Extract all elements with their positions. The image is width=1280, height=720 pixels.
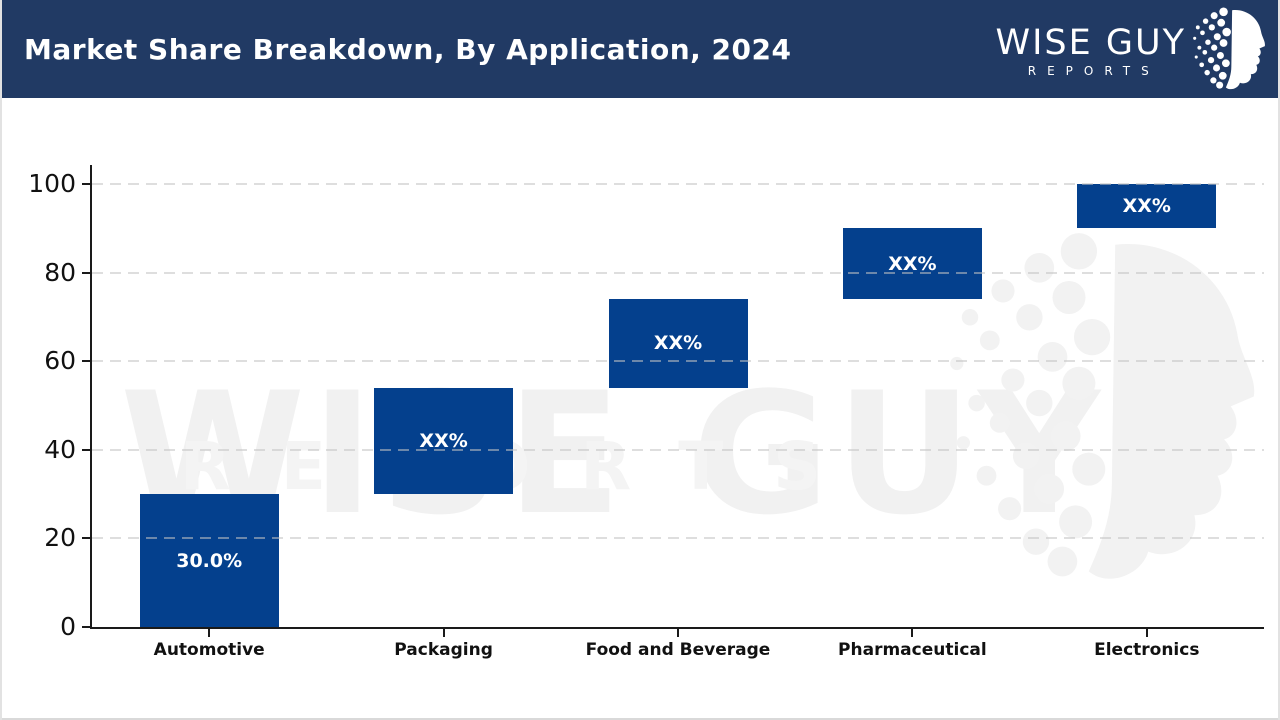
logo-subtext: REPORTS bbox=[1027, 63, 1160, 78]
header-bar: Market Share Breakdown, By Application, … bbox=[2, 0, 1278, 98]
watermark-wordmark: WISE GUY bbox=[120, 356, 1107, 552]
x-tick-mark-packaging bbox=[442, 629, 445, 637]
bar-value-label-automotive: 30.0% bbox=[176, 549, 243, 572]
x-tick-mark-pharmaceutical bbox=[911, 629, 914, 637]
page-bottom-border bbox=[2, 718, 1278, 720]
wiseguy-logo: WISE GUY REPORTS bbox=[995, 6, 1268, 94]
bar-value-label-electronics: XX% bbox=[1122, 195, 1171, 218]
gridline-100 bbox=[92, 183, 1264, 185]
bar-food-and-beverage: XX% bbox=[608, 299, 748, 388]
y-tick-label-20: 20 bbox=[44, 523, 76, 553]
y-tick-label-0: 0 bbox=[60, 612, 76, 641]
bar-value-label-packaging: XX% bbox=[419, 429, 468, 452]
y-tick-label-100: 100 bbox=[28, 169, 76, 198]
gridline-80 bbox=[92, 271, 1264, 274]
wiseguy-head-watermark-icon bbox=[950, 233, 1255, 579]
bar-packaging: XX% bbox=[374, 387, 514, 495]
logo-wordmark: WISE GUY bbox=[995, 22, 1186, 63]
bar-pharmaceutical: XX% bbox=[842, 228, 982, 300]
x-tick-mark-food-and-beverage bbox=[677, 629, 679, 637]
y-tick-label-80: 80 bbox=[44, 257, 76, 287]
y-tick-mark-100 bbox=[82, 183, 92, 185]
x-tick-label-food-and-beverage: Food and Beverage bbox=[585, 640, 771, 660]
y-tick-mark-20 bbox=[82, 537, 92, 540]
bar-value-label-pharmaceutical: XX% bbox=[888, 252, 937, 275]
x-axis-line bbox=[90, 627, 1264, 629]
x-tick-mark-electronics bbox=[1145, 629, 1148, 637]
logo-text: WISE GUY REPORTS bbox=[995, 23, 1186, 78]
y-tick-label-60: 60 bbox=[44, 346, 76, 376]
y-tick-label-40: 40 bbox=[44, 434, 76, 464]
gridline-60 bbox=[92, 360, 1264, 363]
x-tick-label-automotive: Automotive bbox=[153, 640, 265, 660]
gridline-20 bbox=[92, 537, 1264, 540]
page-title: Market Share Breakdown, By Application, … bbox=[24, 32, 792, 66]
x-tick-label-pharmaceutical: Pharmaceutical bbox=[838, 640, 987, 660]
bar-value-label-food-and-beverage: XX% bbox=[653, 332, 703, 355]
bar-electronics: XX% bbox=[1077, 184, 1217, 229]
x-tick-mark-automotive bbox=[208, 629, 211, 637]
y-tick-mark-60 bbox=[82, 360, 92, 363]
y-tick-mark-80 bbox=[82, 271, 92, 274]
y-tick-mark-0 bbox=[82, 626, 92, 628]
y-axis-line bbox=[90, 165, 92, 629]
wiseguy-head-icon bbox=[1193, 7, 1265, 90]
gridline-40 bbox=[92, 448, 1264, 451]
y-tick-mark-40 bbox=[82, 448, 92, 451]
bar-automotive: 30.0% bbox=[139, 494, 279, 627]
x-tick-label-packaging: Packaging bbox=[394, 640, 493, 660]
x-tick-label-electronics: Electronics bbox=[1094, 640, 1200, 660]
